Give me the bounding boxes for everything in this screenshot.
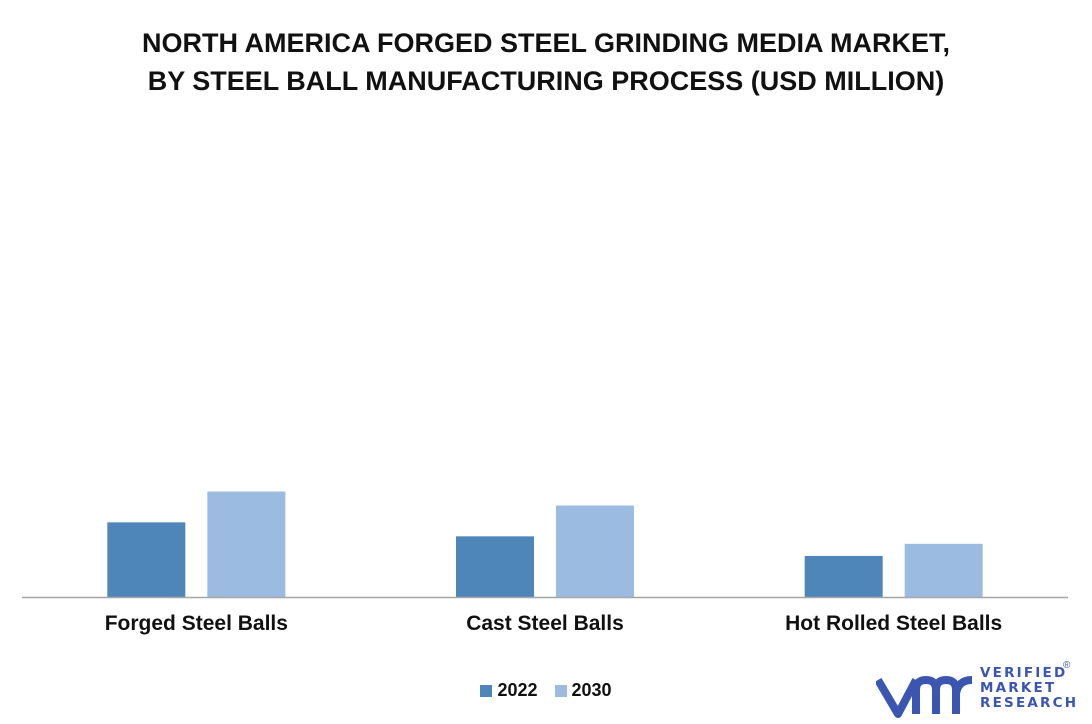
x-tick-label-hot-rolled-steel-balls: Hot Rolled Steel Balls <box>785 612 1002 635</box>
legend-swatch-2022 <box>480 684 493 697</box>
bar-2030-forged-steel-balls <box>207 491 286 597</box>
bar-2022-hot-rolled-steel-balls <box>804 555 883 597</box>
bar-2022-cast-steel-balls <box>456 536 534 597</box>
bar-2030-cast-steel-balls <box>556 505 634 597</box>
legend-label-2030: 2030 <box>571 680 612 700</box>
chart-title: NORTH AMERICA FORGED STEEL GRINDING MEDI… <box>0 24 1092 100</box>
legend-item-2030: 2030 <box>554 680 612 701</box>
logo-text-verified: VERIFIED <box>980 665 1068 681</box>
logo-text-market: MARKET <box>980 680 1057 696</box>
legend-label-2022: 2022 <box>497 680 538 700</box>
logo-text-research: RESEARCH <box>980 695 1079 711</box>
legend-item-2022: 2022 <box>480 680 537 701</box>
bar-2030-hot-rolled-steel-balls <box>904 543 983 597</box>
chart-legend: 2022 2030 <box>0 680 1092 702</box>
vmr-logo-icon <box>874 676 973 718</box>
legend-swatch-2030 <box>554 684 567 697</box>
chart-title-line-2: BY STEEL BALL MANUFACTURING PROCESS (USD… <box>147 66 945 96</box>
chart-title-line-1: NORTH AMERICA FORGED STEEL GRINDING MEDI… <box>141 28 950 58</box>
x-tick-label-cast-steel-balls: Cast Steel Balls <box>466 612 624 635</box>
registered-mark: ® <box>1063 660 1071 671</box>
logo-text: VERIFIED MARKET RESEARCH <box>980 666 1078 711</box>
bar-2022-forged-steel-balls <box>107 522 186 597</box>
verified-market-research-logo: VERIFIED MARKET RESEARCH ® <box>874 660 1078 718</box>
x-tick-label-forged-steel-balls: Forged Steel Balls <box>105 612 288 635</box>
